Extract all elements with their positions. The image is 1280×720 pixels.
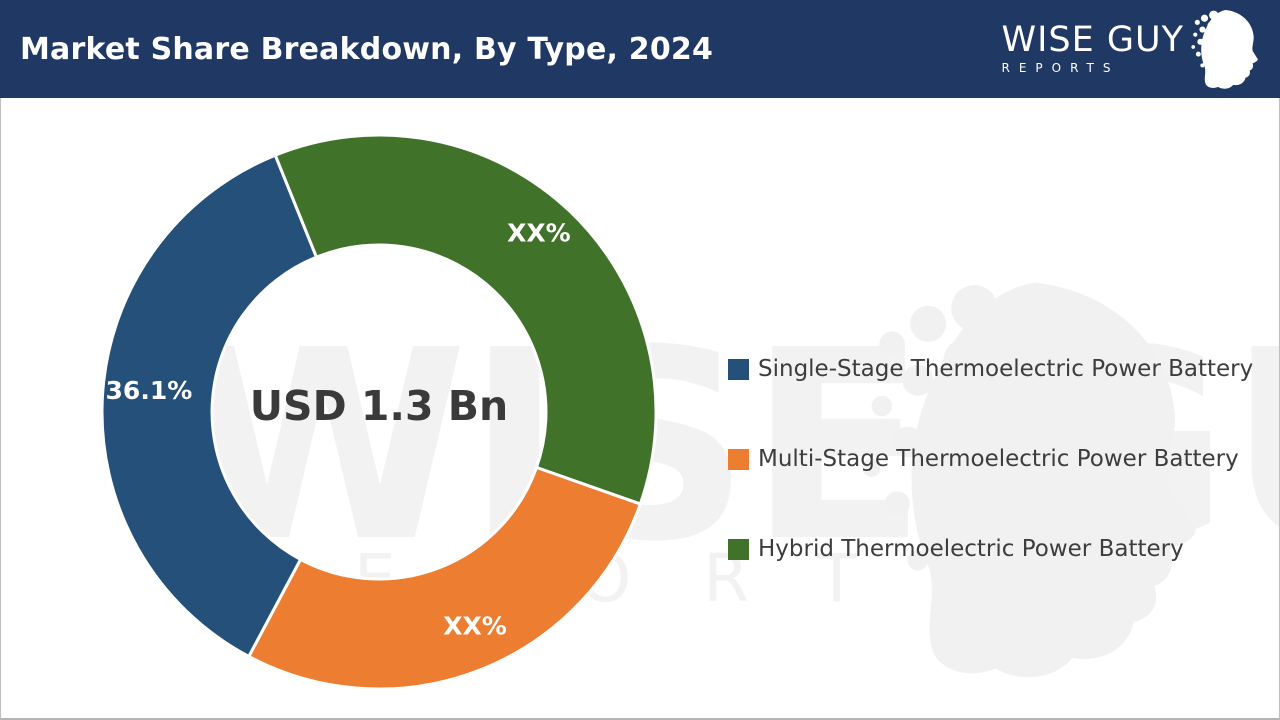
legend-item-0: Single-Stage Thermoelectric Power Batter…: [728, 354, 1253, 384]
page-title: Market Share Breakdown, By Type, 2024: [20, 31, 714, 67]
legend-label-0: Single-Stage Thermoelectric Power Batter…: [758, 356, 1254, 382]
legend-label-1: Multi-Stage Thermoelectric Power Battery: [758, 446, 1239, 472]
legend-item-2: Hybrid Thermoelectric Power Battery: [728, 534, 1253, 564]
logo-subtitle: REPORTS: [1001, 61, 1120, 75]
donut-segment-1: [247, 466, 642, 691]
header-bar: Market Share Breakdown, By Type, 2024 WI…: [0, 0, 1280, 98]
donut-center-value: USD 1.3 Bn: [249, 382, 509, 430]
legend-swatch-1: [728, 448, 749, 470]
donut-segment-label-0: XX%: [507, 218, 571, 247]
logo-text: WISE GUY REPORTS: [1001, 20, 1184, 76]
legend-swatch-0: [728, 358, 749, 380]
legend-item-1: Multi-Stage Thermoelectric Power Battery: [728, 444, 1253, 474]
legend-label-2: Hybrid Thermoelectric Power Battery: [758, 536, 1184, 562]
chart-legend: Single-Stage Thermoelectric Power Batter…: [728, 354, 1253, 624]
wise-guy-logo: WISE GUY REPORTS: [1001, 8, 1262, 90]
chart-canvas: WISE GUY REPORTS XX%XX%36.1% USD 1.3 Bn …: [0, 98, 1280, 720]
watermark-face-dots: [862, 282, 1196, 678]
donut-segment-label-2: 36.1%: [106, 376, 193, 405]
legend-swatch-2: [728, 538, 749, 560]
logo-wordmark: WISE GUY: [1001, 20, 1184, 60]
logo-face-icon: [1191, 10, 1258, 89]
donut-segment-2: [100, 153, 318, 658]
donut-chart: XX% XX% 36.1%: [100, 133, 658, 691]
donut-segment-0: [273, 133, 658, 506]
donut-segment-label-1: XX%: [443, 612, 507, 641]
